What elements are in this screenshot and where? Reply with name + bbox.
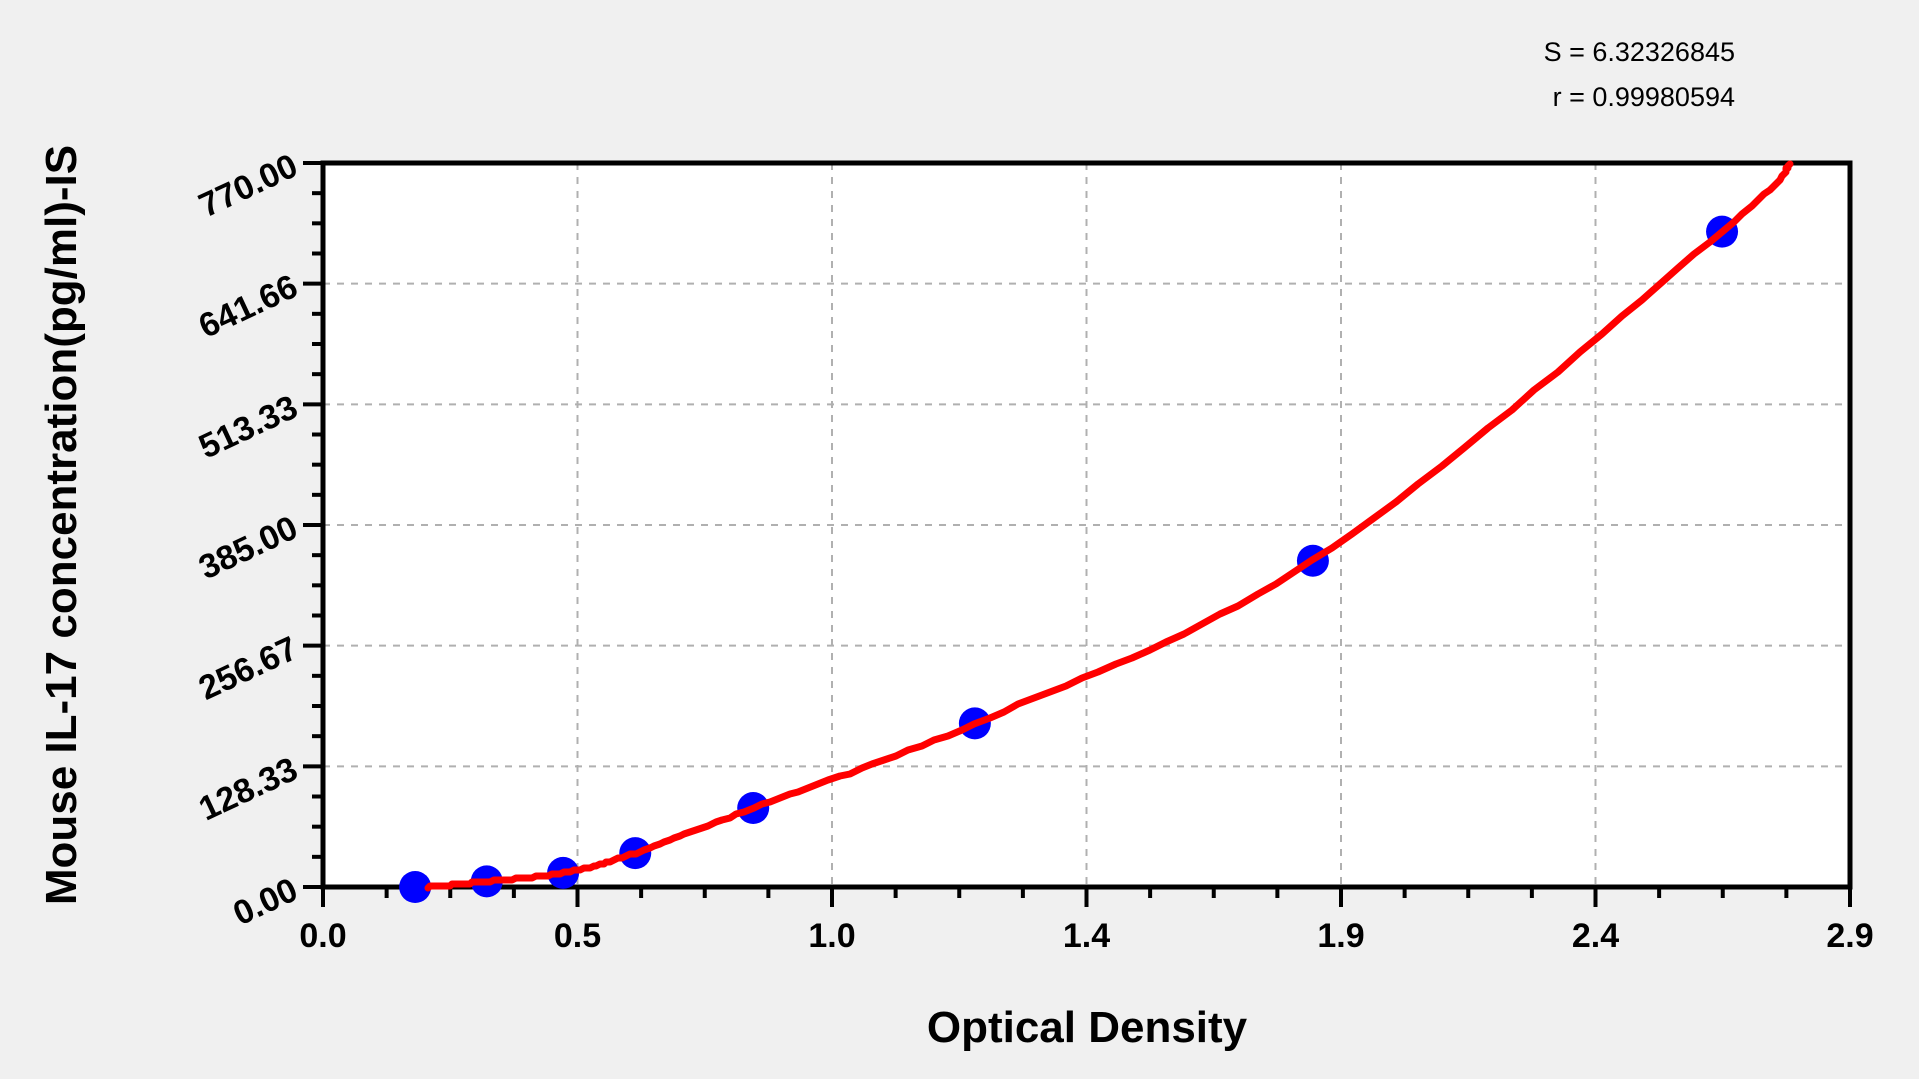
stat-s-value: S = 6.32326845 [1543, 37, 1735, 67]
y-axis-title: Mouse IL-17 concentration(pg/ml)-IS [37, 144, 86, 906]
y-tick-label: 128.33 [193, 750, 303, 828]
fitted-curve [424, 160, 1794, 892]
x-tick-label: 1.4 [1063, 917, 1110, 955]
x-tick-label: 0.0 [299, 917, 346, 955]
x-tick-label: 2.4 [1572, 917, 1619, 955]
y-tick-label: 256.67 [193, 629, 303, 707]
y-tick-label: 770.00 [193, 147, 303, 225]
x-tick-label: 1.9 [1317, 917, 1364, 955]
data-point [399, 871, 432, 903]
x-tick-label: 0.5 [554, 917, 601, 955]
fit-statistics: S = 6.32326845 r = 0.99980594 [1544, 30, 1735, 120]
x-tick-label: 1.0 [808, 917, 855, 955]
x-axis-title: Optical Density [926, 1003, 1248, 1052]
y-tick-label: 641.66 [193, 267, 303, 345]
y-tick-label: 513.33 [193, 388, 303, 466]
plot-border [320, 160, 1853, 890]
y-tick-label: 0.00 [227, 871, 303, 933]
stat-r-value: r = 0.99980594 [1552, 82, 1735, 112]
y-tick-label: 385.00 [193, 509, 303, 587]
x-tick-label: 2.9 [1826, 917, 1873, 955]
